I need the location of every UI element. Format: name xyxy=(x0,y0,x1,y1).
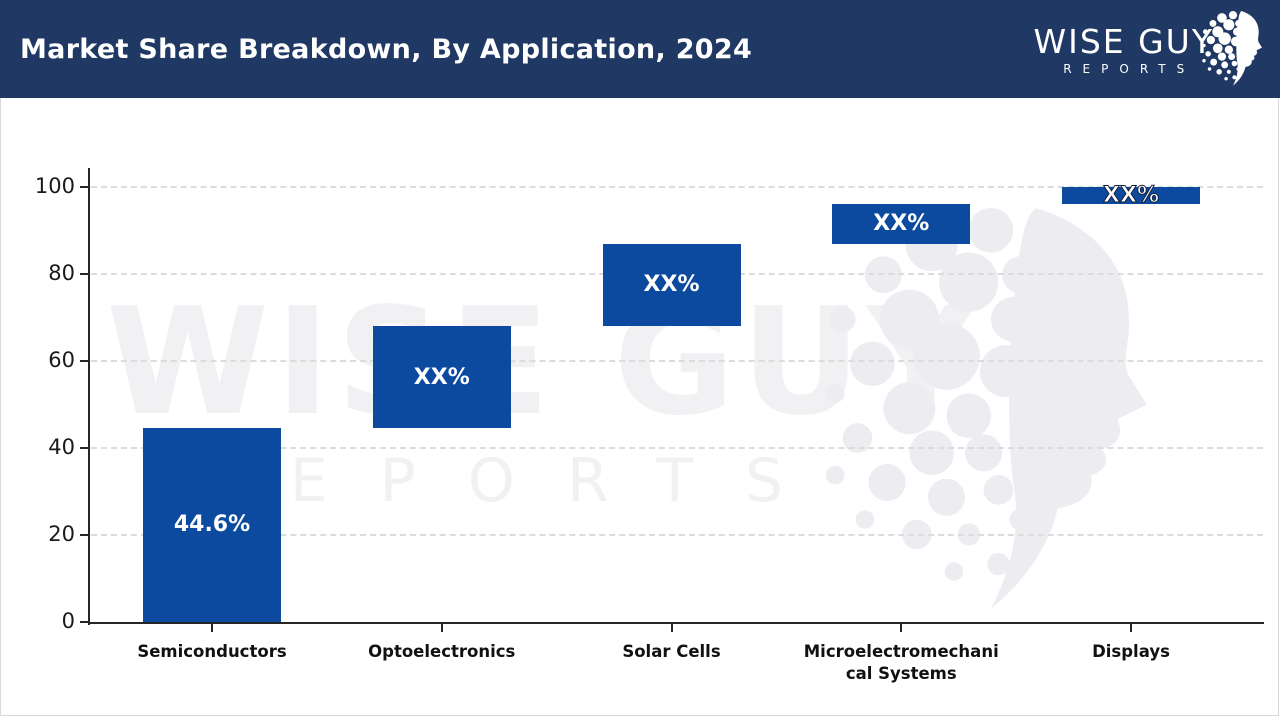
y-tick-0 xyxy=(80,621,89,623)
y-tick-label-80: 80 xyxy=(48,261,75,285)
x-category-label: Semiconductors xyxy=(137,642,287,661)
watermark-reports-text: REPORTS xyxy=(196,446,836,516)
gridline-40 xyxy=(91,447,1263,449)
bar-solar-cells: XX% xyxy=(602,243,741,327)
y-tick-label-0: 0 xyxy=(61,609,75,633)
y-tick-100 xyxy=(80,186,89,188)
x-category-label: Solar Cells xyxy=(622,642,721,661)
bar-value-label: XX% xyxy=(1103,182,1160,208)
x-tick-4 xyxy=(1130,624,1132,632)
bar-value-label: XX% xyxy=(413,364,470,390)
y-tick-60 xyxy=(80,360,89,362)
x-tick-0 xyxy=(211,624,213,632)
bar-microelectromechanical-systems: XX% xyxy=(832,203,971,244)
bar-value-label: XX% xyxy=(873,211,930,237)
x-tick-2 xyxy=(670,624,673,632)
y-axis-spine xyxy=(88,168,90,625)
x-tick-1 xyxy=(440,624,443,632)
chart-figure: WISE GUY REPORTS 0 20 40 60 80 100 44.6% Semico… xyxy=(0,98,1279,716)
bar-displays: XX% xyxy=(1062,182,1200,208)
gridline-100 xyxy=(91,186,1263,188)
plot-area: 0 20 40 60 80 100 44.6% Semiconductors XX% Optoel… xyxy=(1,98,1278,715)
brand-name: WISE GUY xyxy=(1033,21,1214,61)
gridline-20 xyxy=(91,534,1263,536)
y-tick-80 xyxy=(80,273,89,275)
bar-optoelectronics: XX% xyxy=(372,326,511,428)
gridline-60 xyxy=(91,360,1263,362)
y-tick-label-20: 20 xyxy=(48,522,75,546)
brand-logo: WISE GUY REPORTS xyxy=(1033,11,1268,87)
x-category-label: Displays xyxy=(1092,642,1170,661)
x-category-label: Optoelectronics xyxy=(368,642,516,661)
brand-subtitle: REPORTS xyxy=(1063,61,1196,76)
y-tick-40 xyxy=(80,447,89,449)
watermark-brand-text: WISE GUY xyxy=(106,276,981,448)
header-bar: Market Share Breakdown, By Application, … xyxy=(0,0,1280,98)
y-tick-label-60: 60 xyxy=(48,348,75,372)
brand-logo-text: WISE GUY REPORTS xyxy=(1033,21,1214,76)
page-title: Market Share Breakdown, By Application, … xyxy=(20,33,753,65)
bar-value-label: XX% xyxy=(643,272,700,298)
y-tick-label-40: 40 xyxy=(48,435,75,459)
x-axis-spine xyxy=(88,622,1264,624)
y-tick-label-100: 100 xyxy=(34,174,75,198)
x-category-label: Microelectromechanical Systems xyxy=(803,642,999,683)
bar-semiconductors: 44.6% xyxy=(143,427,281,622)
y-tick-20 xyxy=(80,534,89,536)
x-tick-3 xyxy=(900,624,903,632)
bar-value-label: 44.6% xyxy=(173,512,251,538)
